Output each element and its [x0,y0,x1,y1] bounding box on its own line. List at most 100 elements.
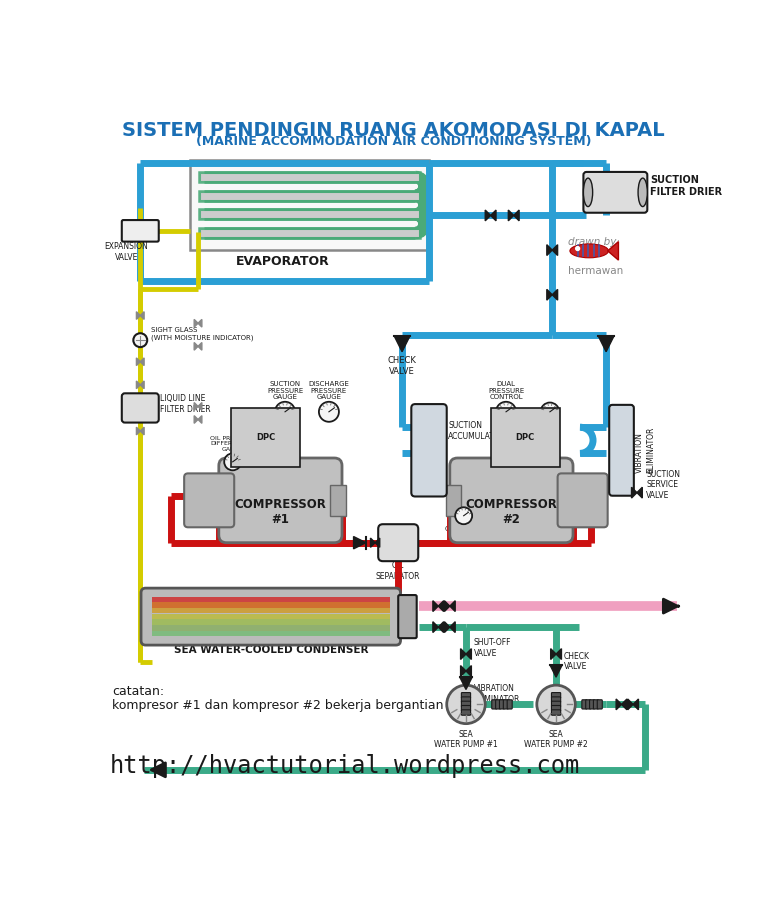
FancyBboxPatch shape [551,697,561,702]
Polygon shape [552,290,558,300]
FancyBboxPatch shape [399,595,417,638]
Polygon shape [137,381,141,388]
Text: EXPANSION
VALVE: EXPANSION VALVE [104,242,148,262]
FancyBboxPatch shape [152,602,389,607]
Circle shape [541,403,559,421]
Polygon shape [375,538,379,547]
Polygon shape [550,665,562,677]
Polygon shape [439,622,444,632]
Polygon shape [491,210,496,221]
Text: hermawan: hermawan [568,266,623,276]
FancyBboxPatch shape [551,710,561,715]
Text: VIBRATION
ELIMINATOR: VIBRATION ELIMINATOR [474,684,520,704]
Polygon shape [450,622,455,632]
FancyBboxPatch shape [462,701,471,707]
Ellipse shape [570,244,608,257]
FancyBboxPatch shape [330,485,346,516]
Text: drawn by:: drawn by: [568,237,620,247]
Text: SHUT-OFF
VALVE: SHUT-OFF VALVE [474,638,511,658]
FancyBboxPatch shape [499,700,505,709]
Text: SISTEM PENDINGIN RUANG AKOMODASI DI KAPAL: SISTEM PENDINGIN RUANG AKOMODASI DI KAPA… [122,121,665,141]
Polygon shape [631,487,637,498]
FancyBboxPatch shape [551,701,561,707]
Polygon shape [616,699,621,710]
Polygon shape [137,427,141,435]
Polygon shape [514,210,519,221]
Circle shape [224,453,241,470]
FancyBboxPatch shape [551,706,561,711]
Circle shape [537,685,575,724]
FancyBboxPatch shape [495,700,501,709]
Polygon shape [508,210,514,221]
FancyBboxPatch shape [152,625,389,631]
Text: SEA
WATER PUMP #2: SEA WATER PUMP #2 [525,730,588,749]
FancyBboxPatch shape [551,692,561,698]
Polygon shape [395,336,410,352]
FancyBboxPatch shape [152,614,389,619]
Polygon shape [466,666,472,676]
Polygon shape [460,677,472,690]
FancyBboxPatch shape [586,700,591,709]
Circle shape [455,508,472,524]
Text: OIL PRESS.
DIFF.: OIL PRESS. DIFF. [445,526,482,538]
Text: OIL PRESSURE
DIFFERENTIAL
GAUGE: OIL PRESSURE DIFFERENTIAL GAUGE [210,436,255,452]
Polygon shape [194,319,198,327]
Polygon shape [137,358,141,366]
FancyBboxPatch shape [184,474,234,527]
Polygon shape [433,622,439,632]
Polygon shape [547,245,552,256]
Circle shape [496,402,516,422]
Polygon shape [552,245,558,256]
Text: DUAL
PRESSURE
CONTROL: DUAL PRESSURE CONTROL [488,381,524,400]
Polygon shape [556,649,561,659]
Text: DISCHARGE
PRESSURE
GAUGE: DISCHARGE PRESSURE GAUGE [309,381,349,400]
FancyBboxPatch shape [598,700,602,709]
FancyBboxPatch shape [152,608,389,614]
FancyBboxPatch shape [594,700,598,709]
Polygon shape [141,311,144,319]
Polygon shape [461,649,466,659]
Polygon shape [547,290,552,300]
Polygon shape [198,343,202,350]
Text: CHECK
VALVE: CHECK VALVE [388,356,416,376]
Text: SEA WATER-COOLED CONDENSER: SEA WATER-COOLED CONDENSER [174,645,368,655]
Polygon shape [461,666,466,676]
Polygon shape [551,649,556,659]
Polygon shape [370,538,375,547]
Circle shape [275,402,295,422]
FancyBboxPatch shape [609,405,634,496]
FancyBboxPatch shape [503,700,508,709]
Text: SIGHT GLASS
(WITH MOISTURE INDICATOR): SIGHT GLASS (WITH MOISTURE INDICATOR) [151,327,253,341]
Text: OIL
SEPARATOR: OIL SEPARATOR [376,562,420,580]
Polygon shape [450,601,455,612]
FancyBboxPatch shape [141,588,401,645]
FancyBboxPatch shape [122,393,159,422]
Text: VIBRATION
ELIMINATOR: VIBRATION ELIMINATOR [635,427,655,474]
Text: SEA
WATER PUMP #1: SEA WATER PUMP #1 [434,730,498,749]
Polygon shape [445,622,450,632]
Ellipse shape [584,179,593,206]
Polygon shape [607,241,618,260]
Polygon shape [194,403,198,410]
Circle shape [319,402,339,422]
Polygon shape [198,415,202,423]
Text: COMPRESSOR
#2: COMPRESSOR #2 [465,498,558,526]
Text: catatan:: catatan: [112,685,164,698]
Ellipse shape [638,179,647,206]
Polygon shape [194,343,198,350]
Text: EVAPORATOR: EVAPORATOR [236,255,329,267]
FancyBboxPatch shape [507,700,512,709]
Polygon shape [194,415,198,423]
FancyBboxPatch shape [584,172,647,213]
FancyBboxPatch shape [462,697,471,702]
Text: DPC: DPC [515,432,535,441]
FancyBboxPatch shape [462,710,471,715]
Text: SUCTION
FILTER DRIER: SUCTION FILTER DRIER [650,176,723,197]
Circle shape [447,685,485,724]
Text: COMPRESSOR
#1: COMPRESSOR #1 [234,498,326,526]
FancyBboxPatch shape [558,474,607,527]
Polygon shape [466,649,472,659]
Polygon shape [445,601,450,612]
Circle shape [134,334,147,347]
Polygon shape [637,487,642,498]
